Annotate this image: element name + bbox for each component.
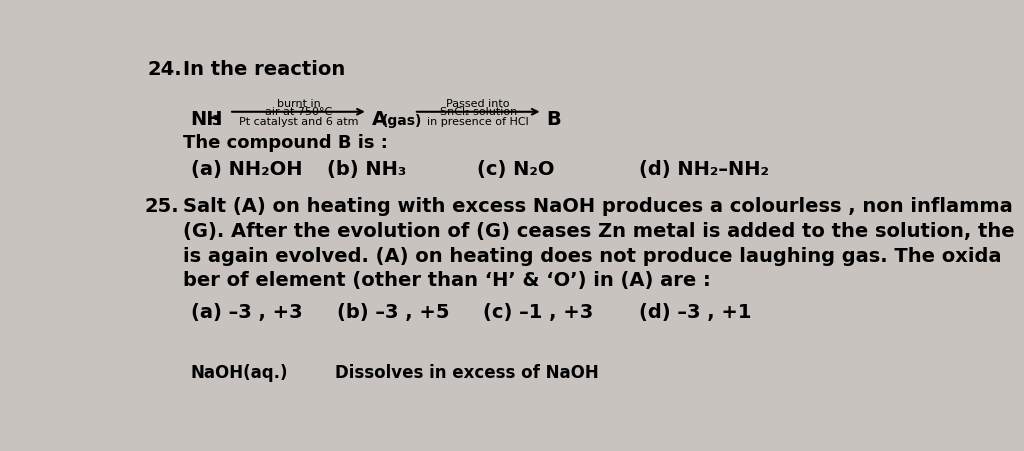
Text: Salt (A) on heating with excess NaOH produces a colourless , non inflamma: Salt (A) on heating with excess NaOH pro… — [183, 196, 1013, 215]
Text: Passed into: Passed into — [446, 99, 510, 109]
Text: (d) NH₂–NH₂: (d) NH₂–NH₂ — [639, 160, 769, 179]
Text: Pt catalyst and 6 atm: Pt catalyst and 6 atm — [239, 117, 358, 127]
Text: (gas): (gas) — [382, 113, 422, 127]
Text: 24.: 24. — [147, 60, 182, 79]
Text: (a) NH₂OH: (a) NH₂OH — [190, 160, 302, 179]
Text: SnCl₂ solution: SnCl₂ solution — [439, 107, 517, 117]
Text: (b) –3 , +5: (b) –3 , +5 — [337, 302, 450, 321]
Text: burnt in: burnt in — [276, 99, 321, 109]
Text: NH: NH — [190, 110, 223, 129]
Text: is again evolved. (A) on heating does not produce laughing gas. The oxida: is again evolved. (A) on heating does no… — [183, 246, 1001, 265]
Text: The compound B is :: The compound B is : — [183, 134, 388, 152]
Text: 3: 3 — [211, 113, 221, 127]
Text: In the reaction: In the reaction — [183, 60, 345, 79]
Text: (G). After the evolution of (G) ceases Zn metal is added to the solution, the: (G). After the evolution of (G) ceases Z… — [183, 221, 1015, 240]
Text: (b) NH₃: (b) NH₃ — [327, 160, 407, 179]
Text: A: A — [373, 110, 387, 129]
Text: Dissolves in excess of NaOH: Dissolves in excess of NaOH — [335, 363, 598, 381]
Text: B: B — [547, 110, 561, 129]
Text: ber of element (other than ‘H’ & ‘O’) in (A) are :: ber of element (other than ‘H’ & ‘O’) in… — [183, 271, 711, 290]
Text: air at 750°C: air at 750°C — [265, 107, 332, 117]
Text: (c) N₂O: (c) N₂O — [477, 160, 555, 179]
Text: (c) –1 , +3: (c) –1 , +3 — [483, 302, 594, 321]
Text: (d) –3 , +1: (d) –3 , +1 — [639, 302, 752, 321]
Text: in presence of HCl: in presence of HCl — [427, 117, 529, 127]
Text: 25.: 25. — [144, 196, 179, 215]
Text: NaOH(aq.): NaOH(aq.) — [190, 363, 288, 381]
Text: (a) –3 , +3: (a) –3 , +3 — [190, 302, 302, 321]
